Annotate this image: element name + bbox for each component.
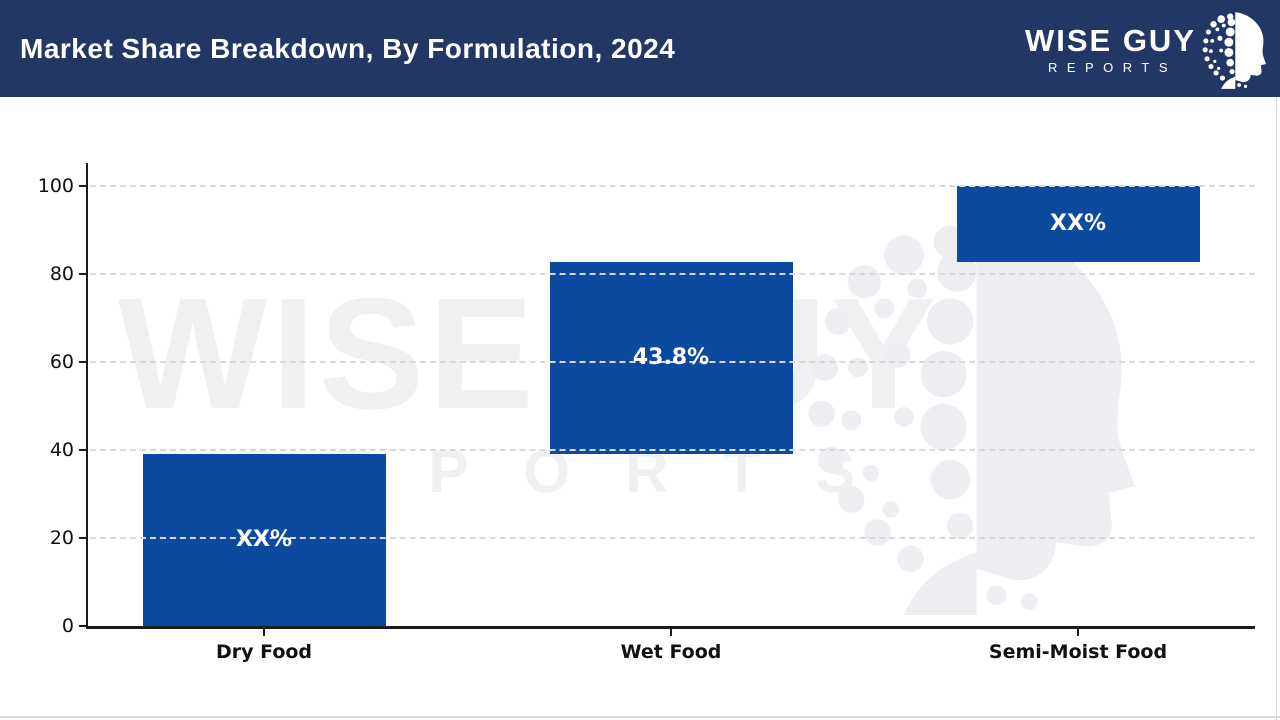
wise-guy-logo: WISE GUY REPORTS [1025,8,1266,92]
y-tick-label: 20 [49,527,74,549]
logo-wordmark: WISE GUY [1024,23,1196,58]
bar [549,261,793,455]
y-tick-label: 60 [49,351,74,373]
x-tick-mark [670,629,672,636]
y-axis-line [86,163,88,629]
gridline [90,448,1255,451]
bar [142,454,386,626]
y-tick-label: 80 [49,263,74,285]
y-tick-mark [79,625,88,627]
page-title: Market Share Breakdown, By Formulation, … [20,33,676,64]
logo-text: WISE GUY REPORTS [1025,25,1196,75]
x-category-label: Dry Food [215,641,313,663]
x-axis-line [86,626,1255,629]
y-tick-mark [79,185,88,187]
y-tick-mark [79,273,88,275]
y-tick-label: 0 [61,615,74,637]
y-tick-label: 100 [37,175,74,197]
frame-right-hairline [1276,97,1277,720]
logo-head-icon [1202,11,1266,89]
bar-value-label: 43.8% [632,345,710,371]
bar-value-label: XX% [236,527,292,553]
watermark-wordmark: WISE GUY [118,266,941,442]
gridline [90,360,1255,363]
bar-value-label: XX% [1050,210,1106,236]
y-tick-mark [79,537,88,539]
gridline [90,272,1255,275]
y-tick-label: 40 [49,439,74,461]
frame-bottom-hairline [0,716,1280,718]
header-bar: Market Share Breakdown, By Formulation, … [0,0,1280,97]
bar [956,186,1200,262]
x-tick-mark [263,629,265,636]
y-tick-mark [79,449,88,451]
logo-reports-text: REPORTS [1047,60,1178,75]
y-tick-mark [79,361,88,363]
x-category-label: Wet Food [620,641,722,663]
x-tick-mark [1077,629,1079,636]
gridline [90,536,1255,539]
gridline [90,184,1255,187]
x-category-label: Semi-Moist Food [988,641,1168,663]
